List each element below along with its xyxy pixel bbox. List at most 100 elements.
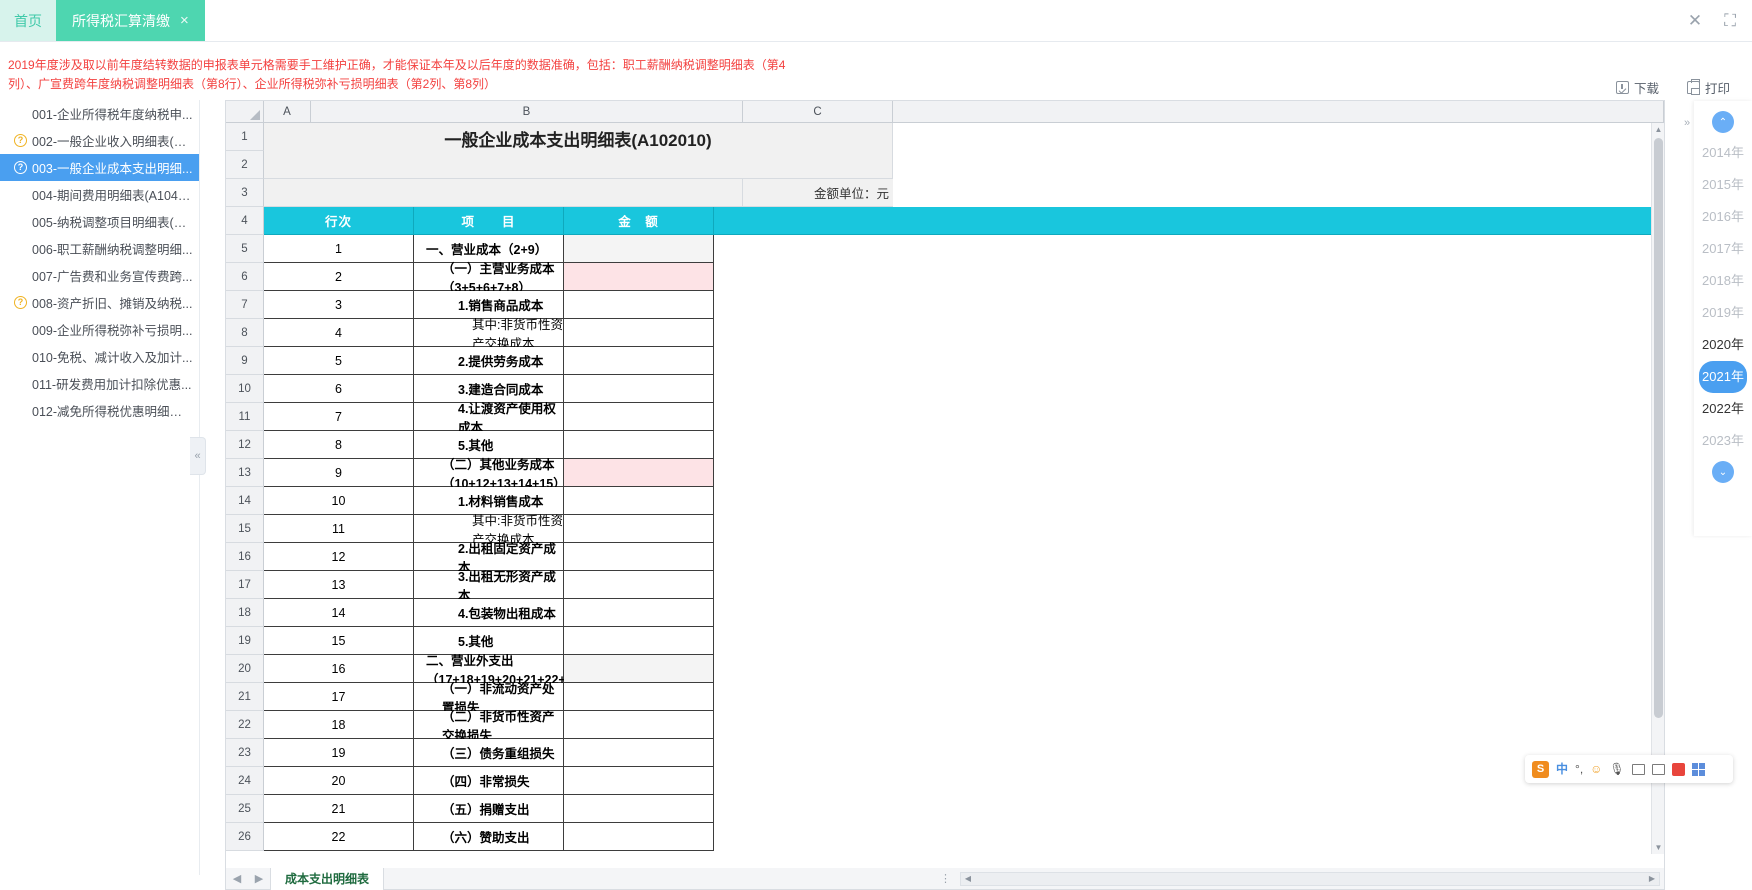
row-number[interactable]: 2 xyxy=(226,151,264,179)
year-item-2018[interactable]: 2018年 xyxy=(1702,273,1744,288)
table-row[interactable]: 13 9 （二）其他业务成本（10+12+13+14+15） xyxy=(226,458,1664,491)
horizontal-scrollbar[interactable]: ◀ ▶ xyxy=(960,871,1660,886)
tab-home[interactable]: 首页 xyxy=(0,0,56,41)
table-row[interactable]: 16 12 2.出租固定资产成本 xyxy=(226,542,1664,575)
sidebar-item-009[interactable]: 009-企业所得税弥补亏损明... xyxy=(0,316,199,343)
row-number[interactable]: 19 xyxy=(226,627,264,655)
cell-line-no[interactable]: 18 xyxy=(264,711,414,739)
ime-toolbar[interactable]: S 中 °, ☺ 🎙 xyxy=(1525,755,1733,783)
row-number[interactable]: 22 xyxy=(226,711,264,739)
row-number[interactable]: 25 xyxy=(226,795,264,823)
column-header-a[interactable]: A xyxy=(264,101,311,122)
cell-line-no[interactable]: 6 xyxy=(264,375,414,403)
table-row[interactable]: 8 4 其中:非货币性资产交换成本 xyxy=(226,318,1664,351)
table-row[interactable]: 21 17 （一）非流动资产处置损失 xyxy=(226,682,1664,715)
cell-item-name[interactable]: （五）捐赠支出 xyxy=(414,795,564,823)
table-row[interactable]: 19 15 5.其他 xyxy=(226,627,1664,655)
sidebar-item-005[interactable]: 005-纳税调整项目明细表(A1... xyxy=(0,208,199,235)
row-number[interactable]: 13 xyxy=(226,459,264,487)
cell-amount[interactable] xyxy=(564,375,714,403)
cell-item-name[interactable]: 1.销售商品成本 xyxy=(414,291,564,319)
maximize-window-icon[interactable]: ⛶ xyxy=(1724,11,1736,30)
year-item-2017[interactable]: 2017年 xyxy=(1702,241,1744,256)
row-number[interactable]: 23 xyxy=(226,739,264,767)
sidebar-item-011[interactable]: 011-研发费用加计扣除优惠... xyxy=(0,370,199,397)
year-scroll-down-icon[interactable]: ⌄ xyxy=(1712,461,1734,483)
table-row[interactable]: 17 13 3.出租无形资产成本 xyxy=(226,570,1664,603)
row-number[interactable]: 24 xyxy=(226,767,264,795)
cell-item-name[interactable]: 2.提供劳务成本 xyxy=(414,347,564,375)
next-sheet-button[interactable]: ▶ xyxy=(254,873,264,885)
scroll-left-icon[interactable]: ◀ xyxy=(964,874,972,883)
cell-line-no[interactable]: 9 xyxy=(264,459,414,487)
row-number[interactable]: 17 xyxy=(226,571,264,599)
close-window-icon[interactable]: ✕ xyxy=(1687,11,1703,30)
cell-line-no[interactable]: 8 xyxy=(264,431,414,459)
cell-line-no[interactable]: 13 xyxy=(264,571,414,599)
cell-amount[interactable] xyxy=(564,263,714,291)
cell-amount[interactable] xyxy=(564,599,714,627)
download-button[interactable]: 下载 xyxy=(1615,78,1659,97)
row-number[interactable]: 9 xyxy=(226,347,264,375)
cell-amount[interactable] xyxy=(564,711,714,739)
sidebar-item-012[interactable]: 012-减免所得税优惠明细表(... xyxy=(0,397,199,424)
cell-line-no[interactable]: 17 xyxy=(264,683,414,711)
row-number[interactable]: 21 xyxy=(226,683,264,711)
cell-line-no[interactable]: 3 xyxy=(264,291,414,319)
scroll-right-icon[interactable]: ▶ xyxy=(1648,874,1656,883)
horizontal-scroll-track[interactable] xyxy=(975,873,1645,884)
cell-item-name[interactable]: 5.其他 xyxy=(414,627,564,655)
year-scroll-up-icon[interactable]: ⌃ xyxy=(1712,111,1734,133)
ime-punctuation-icon[interactable]: °, xyxy=(1575,762,1584,776)
cell-line-no[interactable]: 7 xyxy=(264,403,414,431)
row-number[interactable]: 3 xyxy=(226,179,264,207)
row-number[interactable]: 14 xyxy=(226,487,264,515)
row-number[interactable]: 10 xyxy=(226,375,264,403)
table-row[interactable]: 10 6 3.建造合同成本 xyxy=(226,375,1664,403)
year-item-2016[interactable]: 2016年 xyxy=(1702,209,1744,224)
table-row[interactable]: 14 10 1.材料销售成本 xyxy=(226,487,1664,515)
cell-item-name[interactable]: 4.包装物出租成本 xyxy=(414,599,564,627)
table-row[interactable]: 23 19 （三）债务重组损失 xyxy=(226,739,1664,767)
cell-amount[interactable] xyxy=(564,823,714,851)
year-panel-handle[interactable]: » xyxy=(1683,117,1691,129)
table-row[interactable]: 24 20 （四）非常损失 xyxy=(226,767,1664,795)
vertical-scroll-thumb[interactable] xyxy=(1654,138,1663,718)
table-row[interactable]: 5 1 一、营业成本（2+9） xyxy=(226,235,1664,263)
tab-income-tax-settlement[interactable]: 所得税汇算清缴 × xyxy=(56,0,205,41)
cell-amount[interactable] xyxy=(564,767,714,795)
table-row[interactable]: 11 7 4.让渡资产使用权成本 xyxy=(226,402,1664,435)
cell-line-no[interactable]: 11 xyxy=(264,515,414,543)
cell-item-name[interactable]: 3.出租无形资产成本 xyxy=(414,570,564,603)
table-row[interactable]: 20 16 二、营业外支出（17+18+19+20+21+22+23+24+25+2… xyxy=(226,654,1664,687)
row-number[interactable]: 6 xyxy=(226,263,264,291)
sidebar-item-007[interactable]: 007-广告费和业务宣传费跨... xyxy=(0,262,199,289)
cell-amount[interactable] xyxy=(564,571,714,599)
cell-amount[interactable] xyxy=(564,627,714,655)
cell-line-no[interactable]: 19 xyxy=(264,739,414,767)
form-list-sidebar[interactable]: 001-企业所得税年度纳税申...? 002-一般企业收入明细表(A1...? 00… xyxy=(0,100,200,875)
cell-item-name[interactable]: （四）非常损失 xyxy=(414,767,564,795)
cell-amount[interactable] xyxy=(564,403,714,431)
cell-line-no[interactable]: 16 xyxy=(264,655,414,683)
cell-amount[interactable] xyxy=(564,235,714,263)
row-number[interactable]: 20 xyxy=(226,655,264,683)
table-row[interactable]: 12 8 5.其他 xyxy=(226,431,1664,459)
cell-line-no[interactable]: 10 xyxy=(264,487,414,515)
vertical-scrollbar[interactable]: ▲ ▼ xyxy=(1651,123,1664,854)
cell-line-no[interactable]: 12 xyxy=(264,543,414,571)
year-selector-panel[interactable]: ⌃ 2014年 2015年 2016年 2017年 2018年 2019年 2020年 202… xyxy=(1694,101,1752,536)
sidebar-item-003[interactable]: ? 003-一般企业成本支出明细... xyxy=(0,154,199,181)
cell-item-name[interactable]: 4.让渡资产使用权成本 xyxy=(414,402,564,435)
cell-amount[interactable] xyxy=(564,655,714,683)
row-number[interactable]: 11 xyxy=(226,403,264,431)
sidebar-collapse-button[interactable]: « xyxy=(190,437,206,475)
year-item-2019[interactable]: 2019年 xyxy=(1702,305,1744,320)
cell-item-name[interactable]: （一）非流动资产处置损失 xyxy=(414,682,564,715)
ime-menu-icon[interactable] xyxy=(1691,762,1705,776)
column-header-c[interactable]: C xyxy=(743,101,893,122)
cell-line-no[interactable]: 1 xyxy=(264,235,414,263)
cell-line-no[interactable]: 14 xyxy=(264,599,414,627)
ime-keyboard-icon[interactable] xyxy=(1631,763,1645,775)
year-item-2020[interactable]: 2020年 xyxy=(1702,337,1744,352)
